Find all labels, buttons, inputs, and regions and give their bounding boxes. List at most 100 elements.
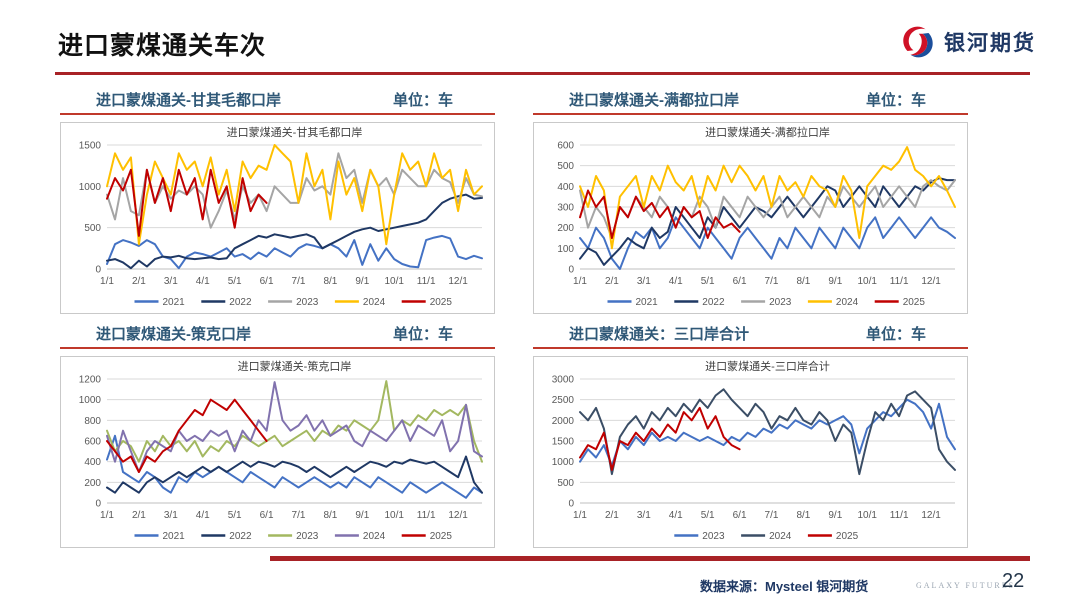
svg-text:9/1: 9/1 bbox=[828, 276, 842, 287]
svg-text:6/1: 6/1 bbox=[733, 510, 747, 521]
logo-text: 银河期货 bbox=[944, 32, 1036, 55]
svg-text:进口蒙煤通关-三口岸合计: 进口蒙煤通关-三口岸合计 bbox=[705, 359, 830, 373]
svg-text:1200: 1200 bbox=[79, 375, 102, 386]
svg-text:600: 600 bbox=[84, 437, 101, 448]
svg-text:2024: 2024 bbox=[363, 531, 386, 542]
svg-text:500: 500 bbox=[557, 161, 574, 172]
svg-text:2022: 2022 bbox=[229, 297, 252, 308]
svg-text:800: 800 bbox=[84, 416, 101, 427]
page-number: 22 bbox=[1002, 570, 1025, 592]
svg-text:4/1: 4/1 bbox=[669, 510, 683, 521]
chart-ceke-line-chart: 0 200 400 600 800 1000 1200 1/1 2/1 3/1 4/1 5/1 6/1 7… bbox=[79, 359, 483, 542]
svg-text:7/1: 7/1 bbox=[765, 510, 779, 521]
svg-text:7/1: 7/1 bbox=[765, 276, 779, 287]
panel-header: 进口蒙煤通关-满都拉口岸 单位：车 bbox=[533, 86, 968, 115]
svg-text:0: 0 bbox=[95, 499, 101, 510]
svg-text:6/1: 6/1 bbox=[733, 276, 747, 287]
svg-text:1/1: 1/1 bbox=[100, 510, 114, 521]
panel-title: 进口蒙煤通关-满都拉口岸 bbox=[569, 92, 739, 109]
panel-header: 进口蒙煤通关：三口岸合计 单位：车 bbox=[533, 320, 968, 349]
svg-text:400: 400 bbox=[84, 457, 101, 468]
svg-text:5/1: 5/1 bbox=[228, 510, 242, 521]
chart-ganqimaodu-line-chart: 0 500 1000 1500 1/1 2/1 3/1 4/1 5/1 6/1 7/1 8/1 9/1 1… bbox=[79, 125, 483, 308]
chart-box: 0 500 1000 1500 2000 2500 3000 1/1 2/1 3/1 4/1 5/1 6… bbox=[533, 356, 968, 548]
svg-text:0: 0 bbox=[568, 265, 574, 276]
svg-text:12/1: 12/1 bbox=[448, 510, 468, 521]
svg-text:8/1: 8/1 bbox=[323, 276, 337, 287]
title-underline bbox=[55, 72, 1030, 75]
chart-mandula-line-chart: 0 100 200 300 400 500 600 1/1 2/1 3/1 4/1 5/1 6/1 7/1… bbox=[557, 125, 956, 308]
data-source-text: 数据来源：Mysteel 银河期货 bbox=[700, 579, 869, 594]
svg-text:2025: 2025 bbox=[430, 531, 453, 542]
svg-text:3/1: 3/1 bbox=[164, 510, 178, 521]
panel-header: 进口蒙煤通关-策克口岸 单位：车 bbox=[60, 320, 495, 349]
svg-text:1500: 1500 bbox=[79, 141, 102, 152]
svg-text:2023: 2023 bbox=[702, 531, 725, 542]
svg-text:2025: 2025 bbox=[903, 297, 926, 308]
svg-text:10/1: 10/1 bbox=[857, 510, 877, 521]
svg-text:4/1: 4/1 bbox=[669, 276, 683, 287]
svg-text:2024: 2024 bbox=[836, 297, 859, 308]
svg-text:2500: 2500 bbox=[552, 395, 575, 406]
svg-text:600: 600 bbox=[557, 141, 574, 152]
svg-text:0: 0 bbox=[95, 265, 101, 276]
panel-title: 进口蒙煤通关：三口岸合计 bbox=[569, 326, 750, 343]
svg-text:500: 500 bbox=[84, 223, 101, 234]
svg-text:11/1: 11/1 bbox=[417, 276, 436, 287]
panel-title: 进口蒙煤通关-甘其毛都口岸 bbox=[96, 92, 281, 109]
svg-text:2022: 2022 bbox=[229, 531, 252, 542]
svg-text:2/1: 2/1 bbox=[132, 276, 146, 287]
svg-text:10/1: 10/1 bbox=[857, 276, 877, 287]
footer-divider bbox=[270, 556, 1030, 561]
unit-label: 单位：车 bbox=[865, 326, 926, 343]
svg-text:5/1: 5/1 bbox=[701, 510, 715, 521]
svg-text:2/1: 2/1 bbox=[605, 510, 619, 521]
unit-label: 单位：车 bbox=[865, 92, 926, 109]
svg-text:11/1: 11/1 bbox=[417, 510, 436, 521]
svg-text:1500: 1500 bbox=[552, 437, 575, 448]
panel-header: 进口蒙煤通关-甘其毛都口岸 单位：车 bbox=[60, 86, 495, 115]
svg-text:2024: 2024 bbox=[769, 531, 792, 542]
svg-text:0: 0 bbox=[568, 499, 574, 510]
chart-box: 0 200 400 600 800 1000 1200 1/1 2/1 3/1 4/1 5/1 6/1 7… bbox=[60, 356, 495, 548]
svg-text:进口蒙煤通关-甘其毛都口岸: 进口蒙煤通关-甘其毛都口岸 bbox=[227, 125, 363, 139]
galaxy-futures-logo: 银河期货 bbox=[900, 24, 1036, 60]
svg-text:6/1: 6/1 bbox=[260, 276, 274, 287]
svg-text:1000: 1000 bbox=[79, 182, 102, 193]
svg-text:2021: 2021 bbox=[636, 297, 659, 308]
svg-text:11/1: 11/1 bbox=[890, 276, 909, 287]
svg-text:10/1: 10/1 bbox=[384, 510, 404, 521]
svg-text:2025: 2025 bbox=[836, 531, 859, 542]
panel-total: 进口蒙煤通关：三口岸合计 单位：车 0 500 1000 1500 2000 2500 30… bbox=[533, 320, 968, 548]
svg-text:100: 100 bbox=[557, 244, 574, 255]
svg-text:6/1: 6/1 bbox=[260, 510, 274, 521]
svg-text:12/1: 12/1 bbox=[921, 276, 941, 287]
panel-ceke: 进口蒙煤通关-策克口岸 单位：车 0 200 400 600 800 1000 1200 1/… bbox=[60, 320, 495, 548]
unit-label: 单位：车 bbox=[392, 92, 453, 109]
svg-text:8/1: 8/1 bbox=[323, 510, 337, 521]
svg-text:进口蒙煤通关-策克口岸: 进口蒙煤通关-策克口岸 bbox=[238, 359, 352, 373]
svg-text:4/1: 4/1 bbox=[196, 276, 210, 287]
svg-text:3/1: 3/1 bbox=[164, 276, 178, 287]
svg-text:2021: 2021 bbox=[163, 297, 186, 308]
galaxy-logo-icon bbox=[900, 24, 936, 60]
chart-box: 0 100 200 300 400 500 600 1/1 2/1 3/1 4/1 5/1 6/1 7/1… bbox=[533, 122, 968, 314]
footer-brand-text: GALAXY FUTURES bbox=[916, 581, 1016, 590]
unit-label: 单位：车 bbox=[392, 326, 453, 343]
svg-text:1000: 1000 bbox=[79, 395, 102, 406]
svg-text:2023: 2023 bbox=[769, 297, 792, 308]
svg-text:进口蒙煤通关-满都拉口岸: 进口蒙煤通关-满都拉口岸 bbox=[705, 125, 830, 139]
svg-text:200: 200 bbox=[84, 478, 101, 489]
svg-text:1/1: 1/1 bbox=[100, 276, 114, 287]
svg-text:2021: 2021 bbox=[163, 531, 186, 542]
svg-text:2025: 2025 bbox=[430, 297, 453, 308]
panel-ganqimaodu: 进口蒙煤通关-甘其毛都口岸 单位：车 0 500 1000 1500 1/1 2/1 3/1… bbox=[60, 86, 495, 314]
svg-text:9/1: 9/1 bbox=[828, 510, 842, 521]
svg-text:1/1: 1/1 bbox=[573, 510, 587, 521]
svg-text:2023: 2023 bbox=[296, 297, 319, 308]
svg-text:9/1: 9/1 bbox=[355, 276, 369, 287]
svg-text:300: 300 bbox=[557, 203, 574, 214]
svg-text:2022: 2022 bbox=[702, 297, 725, 308]
svg-text:4/1: 4/1 bbox=[196, 510, 210, 521]
